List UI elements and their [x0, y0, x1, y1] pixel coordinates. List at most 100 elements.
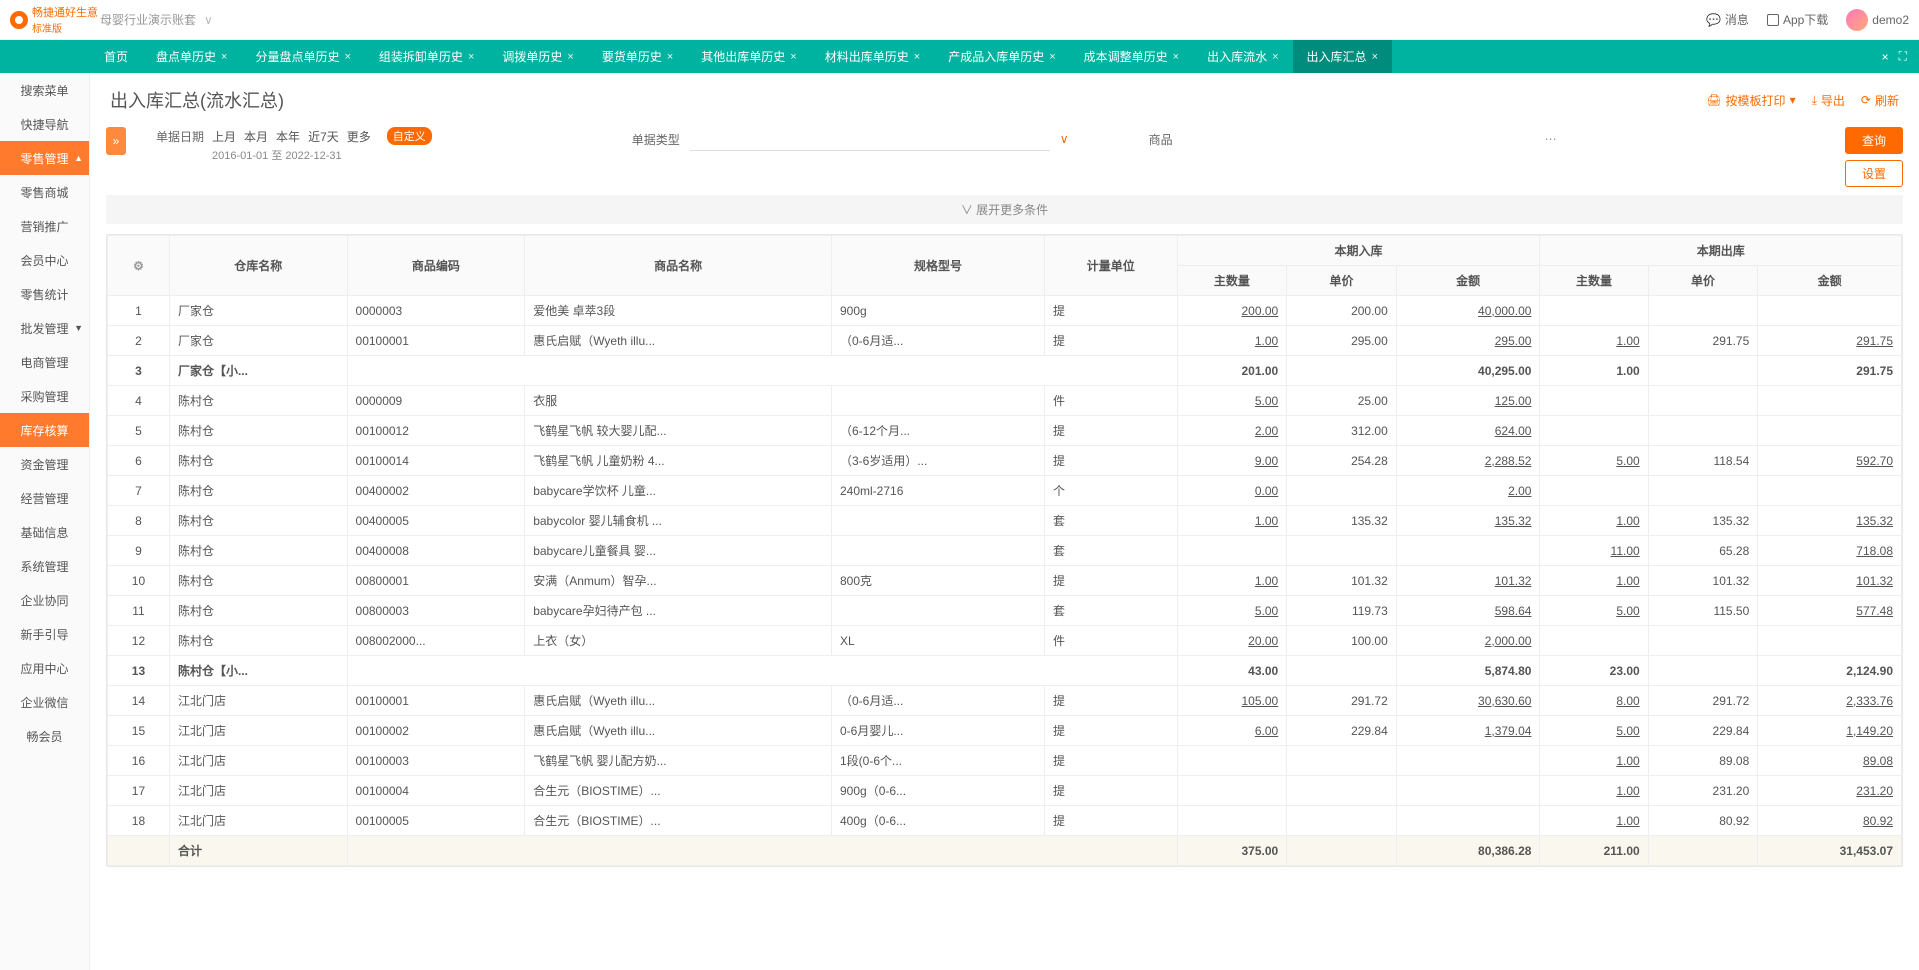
refresh-button[interactable]: ⟳ 刷新 [1861, 92, 1899, 109]
table-row: 6陈村仓00100014飞鹤星飞帆 儿童奶粉 4...（3-6岁适用）...提9… [108, 446, 1902, 476]
sidebar-item-18[interactable]: 企业微信 [0, 685, 89, 719]
date-label: 单据日期 [156, 128, 204, 145]
col-group-out: 本期出库 [1540, 236, 1902, 266]
collapse-filter-button[interactable]: » [106, 127, 126, 155]
sidebar-item-12[interactable]: 经营管理 [0, 481, 89, 515]
tab-其他出库单历史[interactable]: 其他出库单历史× [687, 40, 810, 73]
sidebar-item-14[interactable]: 系统管理 [0, 549, 89, 583]
chevron-down-icon: ∨ [204, 13, 213, 27]
sidebar-item-13[interactable]: 基础信息 [0, 515, 89, 549]
product-input[interactable] [1179, 127, 1539, 151]
date-range: 2016-01-01 至 2022-12-31 [212, 147, 432, 163]
table-row: 7陈村仓00400002babycare学饮杯 儿童...240ml-2716个… [108, 476, 1902, 506]
date-quick-更多[interactable]: 更多 [347, 130, 371, 144]
close-icon[interactable]: × [1272, 51, 1278, 63]
sidebar-item-17[interactable]: 应用中心 [0, 651, 89, 685]
refresh-icon: ⟳ [1861, 93, 1871, 107]
app-label: App下载 [1783, 11, 1828, 28]
tab-close-all[interactable]: × [1882, 50, 1889, 64]
date-quick-本年[interactable]: 本年 [276, 130, 300, 144]
close-icon[interactable]: × [344, 51, 350, 63]
main: 出入库汇总(流水汇总) 🖨 按模板打印 ▾ ⤓ 导出 ⟳ 刷新 » [90, 73, 1919, 970]
tab-盘点单历史[interactable]: 盘点单历史× [142, 40, 241, 73]
sidebar-item-8[interactable]: 电商管理 [0, 345, 89, 379]
sidebar-item-15[interactable]: 企业协同 [0, 583, 89, 617]
sidebar-item-11[interactable]: 资金管理 [0, 447, 89, 481]
close-icon[interactable]: × [221, 51, 227, 63]
tab-材料出库单历史[interactable]: 材料出库单历史× [811, 40, 934, 73]
expand-filters[interactable]: ∨ 展开更多条件 [106, 195, 1903, 224]
table-row: 1厂家仓0000003爱他美 卓萃3段900g提200.00200.0040,0… [108, 296, 1902, 326]
chevron-down-icon[interactable]: ∨ [1060, 132, 1069, 146]
tab-出入库流水[interactable]: 出入库流水× [1193, 40, 1292, 73]
export-button[interactable]: ⤓ 导出 [1812, 92, 1845, 109]
tabbar: 首页盘点单历史×分量盘点单历史×组装拆卸单历史×调拨单历史×要货单历史×其他出库… [0, 40, 1919, 73]
user-menu[interactable]: demo2 [1846, 9, 1909, 31]
sidebar-item-16[interactable]: 新手引导 [0, 617, 89, 651]
tab-分量盘点单历史[interactable]: 分量盘点单历史× [241, 40, 364, 73]
logo-icon [10, 11, 28, 29]
sidebar-item-10[interactable]: 库存核算 [0, 413, 89, 447]
table-row: 10陈村仓00800001安满（Anmum）智孕...800克提1.00101.… [108, 566, 1902, 596]
export-icon: ⤓ [1812, 93, 1817, 108]
col-gear[interactable]: ⚙ [108, 236, 170, 296]
sidebar-item-19[interactable]: 畅会员 [0, 719, 89, 753]
chevron-right-icon: » [113, 134, 120, 148]
sidebar: 搜索菜单快捷导航零售管理▲零售商城营销推广会员中心零售统计批发管理▼电商管理采购… [0, 73, 90, 970]
table-row: 11陈村仓00800003babycare孕妇待产包 ...套5.00119.7… [108, 596, 1902, 626]
app-download-button[interactable]: App下载 [1767, 11, 1828, 28]
page-title: 出入库汇总(流水汇总) [110, 87, 284, 113]
close-icon[interactable]: × [1049, 51, 1055, 63]
col-out-price: 单价 [1648, 266, 1758, 296]
sidebar-item-1[interactable]: 快捷导航 [0, 107, 89, 141]
logo-badge: 标准版 [32, 20, 98, 35]
gear-icon: ⚙ [133, 259, 144, 273]
print-button[interactable]: 🖨 按模板打印 ▾ [1706, 92, 1795, 109]
custom-date-badge[interactable]: 自定义 [387, 127, 432, 145]
tab-出入库汇总[interactable]: 出入库汇总× [1293, 40, 1392, 73]
tab-首页[interactable]: 首页 [90, 40, 142, 73]
product-label: 商品 [1149, 131, 1173, 148]
close-icon[interactable]: × [790, 51, 796, 63]
sidebar-item-2[interactable]: 零售管理▲ [0, 141, 89, 175]
sidebar-item-5[interactable]: 会员中心 [0, 243, 89, 277]
account-select[interactable]: 母婴行业演示账套 ∨ [100, 11, 300, 28]
sidebar-item-0[interactable]: 搜索菜单 [0, 73, 89, 107]
settings-button[interactable]: 设置 [1845, 160, 1903, 187]
close-icon[interactable]: × [567, 51, 573, 63]
col-spec: 规格型号 [832, 236, 1045, 296]
sidebar-item-4[interactable]: 营销推广 [0, 209, 89, 243]
app-icon [1767, 14, 1779, 26]
close-icon[interactable]: × [1372, 51, 1378, 63]
table-row: 9陈村仓00400008babycare儿童餐具 婴...套11.0065.28… [108, 536, 1902, 566]
tab-要货单历史[interactable]: 要货单历史× [588, 40, 687, 73]
more-icon[interactable]: ⋯ [1545, 132, 1559, 146]
close-icon[interactable]: × [468, 51, 474, 63]
messages-button[interactable]: 💬 消息 [1706, 11, 1749, 28]
date-quick-本月[interactable]: 本月 [244, 130, 268, 144]
date-quick-上月[interactable]: 上月 [212, 130, 236, 144]
close-icon[interactable]: × [914, 51, 920, 63]
date-quick-近7天[interactable]: 近7天 [308, 130, 339, 144]
close-icon[interactable]: × [1173, 51, 1179, 63]
tab-成本调整单历史[interactable]: 成本调整单历史× [1070, 40, 1193, 73]
close-icon[interactable]: × [667, 51, 673, 63]
type-select[interactable] [690, 127, 1050, 151]
col-in-amt: 金额 [1396, 266, 1540, 296]
print-icon: 🖨 [1706, 93, 1721, 107]
sidebar-item-7[interactable]: 批发管理▼ [0, 311, 89, 345]
query-button[interactable]: 查询 [1845, 127, 1903, 154]
sidebar-item-6[interactable]: 零售统计 [0, 277, 89, 311]
logo: 畅捷通好生意 标准版 [10, 4, 100, 35]
sidebar-item-3[interactable]: 零售商城 [0, 175, 89, 209]
message-icon: 💬 [1706, 13, 1721, 27]
tab-产成品入库单历史[interactable]: 产成品入库单历史× [934, 40, 1069, 73]
tab-组装拆卸单历史[interactable]: 组装拆卸单历史× [365, 40, 488, 73]
col-out-amt: 金额 [1758, 266, 1902, 296]
sidebar-item-9[interactable]: 采购管理 [0, 379, 89, 413]
fullscreen-icon[interactable]: ⛶ [1899, 49, 1907, 64]
avatar [1846, 9, 1868, 31]
col-unit: 计量单位 [1044, 236, 1177, 296]
topbar-right: 💬 消息 App下载 demo2 [1706, 9, 1909, 31]
tab-调拨单历史[interactable]: 调拨单历史× [488, 40, 587, 73]
